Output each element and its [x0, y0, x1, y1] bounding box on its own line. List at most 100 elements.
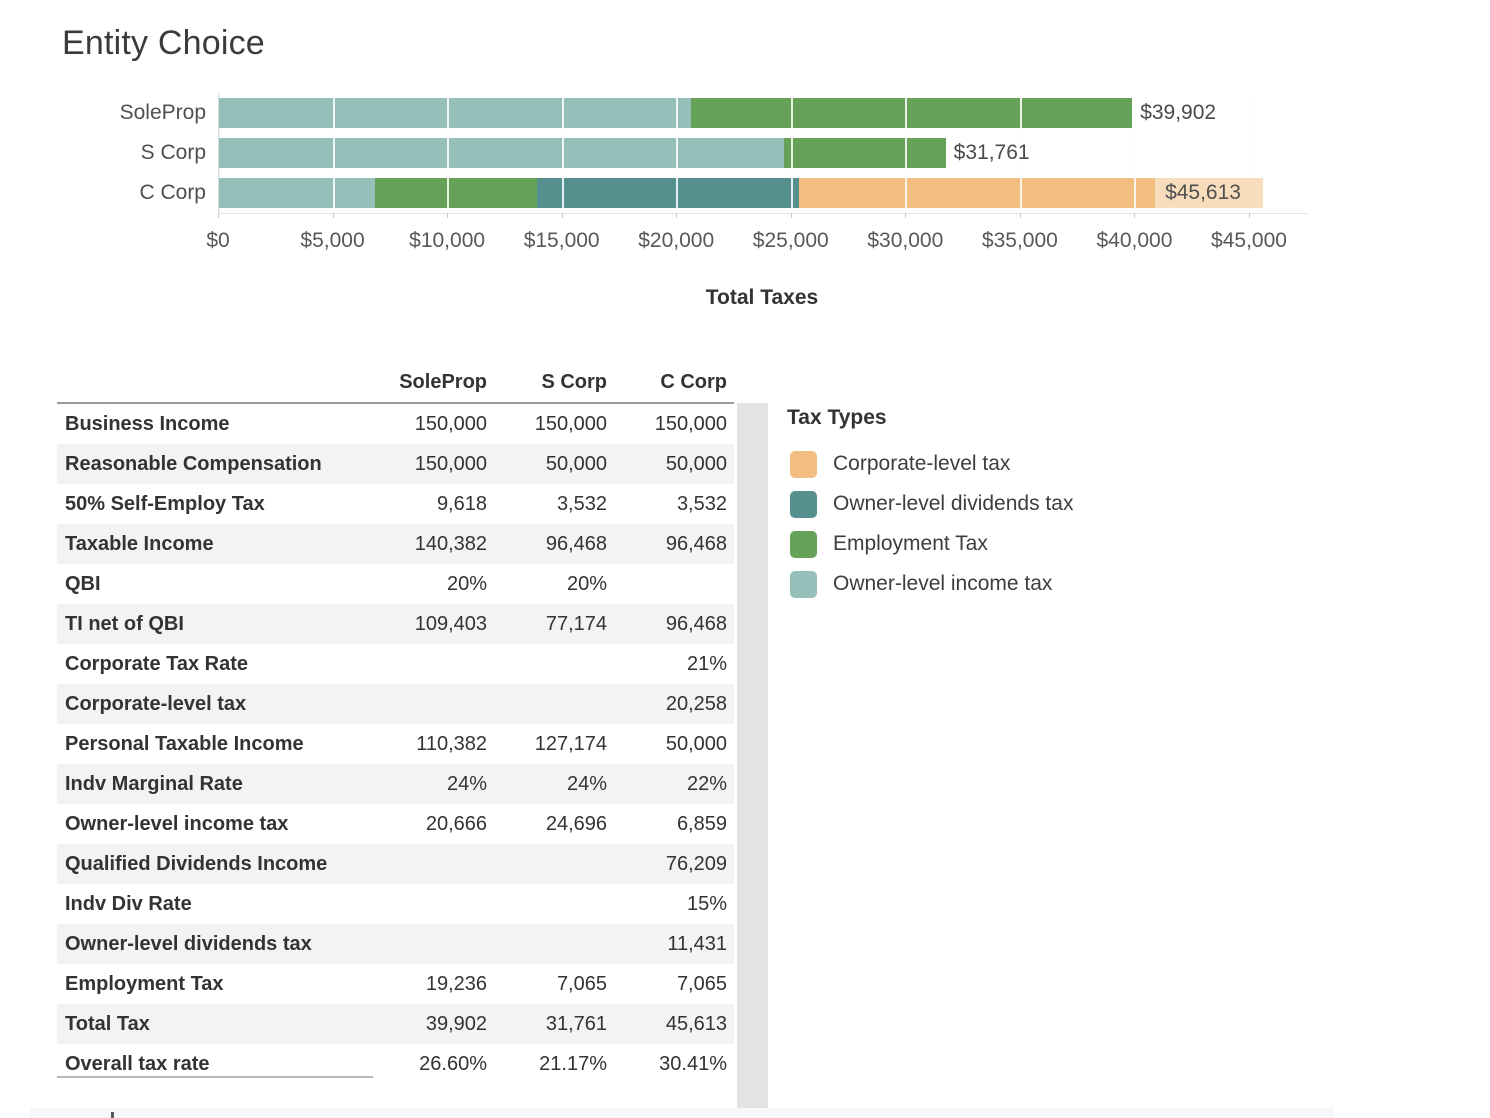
table-cell[interactable]: 20,258: [665, 693, 727, 715]
table-cell[interactable]: 19,236: [425, 973, 487, 995]
row-label[interactable]: TI net of QBI: [65, 613, 184, 635]
table-row-qualified-dividends-income: Qualified Dividends Income 76,209: [57, 844, 734, 884]
table-cell[interactable]: [487, 644, 607, 684]
table-cell[interactable]: 9,618: [436, 493, 487, 515]
table-cell[interactable]: 76,209: [665, 853, 727, 875]
row-label[interactable]: Indv Marginal Rate: [65, 773, 243, 795]
table-cell[interactable]: 26.60%: [419, 1053, 487, 1075]
table-cell[interactable]: 150,000: [414, 453, 487, 475]
gridline-overlay: [1134, 93, 1137, 213]
table-cell[interactable]: 24,696: [545, 813, 607, 835]
table-column-header-c-corp[interactable]: C Corp: [660, 371, 727, 393]
table-cell[interactable]: 15%: [686, 893, 727, 915]
row-label[interactable]: Overall tax rate: [65, 1053, 210, 1075]
axis-tick-mark: [218, 213, 219, 218]
table-cell[interactable]: 20%: [446, 573, 487, 595]
table-cell[interactable]: 6,859: [676, 813, 727, 835]
row-label[interactable]: Reasonable Compensation: [65, 453, 322, 475]
table-cell[interactable]: 50,000: [545, 453, 607, 475]
table-vertical-scrollbar[interactable]: [737, 403, 768, 1118]
table-cell[interactable]: 127,174: [534, 733, 607, 755]
table-cell[interactable]: 21.17%: [539, 1053, 607, 1075]
table-cell[interactable]: 7,065: [556, 973, 607, 995]
row-label[interactable]: QBI: [65, 573, 101, 595]
row-label[interactable]: Corporate Tax Rate: [65, 653, 249, 675]
bar-s-corp: [218, 138, 1308, 168]
chart-title: Entity Choice: [62, 24, 265, 62]
table-cell[interactable]: 3,532: [676, 493, 727, 515]
row-label[interactable]: Business Income: [65, 413, 230, 435]
axis-tick-mark: [447, 213, 449, 218]
row-label[interactable]: Qualified Dividends Income: [65, 853, 328, 875]
table-cell[interactable]: [487, 884, 607, 924]
legend-item-owner-level-dividends-tax[interactable]: Owner-level dividends tax: [785, 484, 1185, 524]
table-cell[interactable]: 20,666: [425, 813, 487, 835]
table-cell[interactable]: 110,382: [416, 733, 487, 755]
legend-label: Owner-level income tax: [833, 572, 1053, 595]
table-cell[interactable]: 7,065: [676, 973, 727, 995]
row-label[interactable]: Indv Div Rate: [65, 893, 192, 915]
bar-segment-owner-level-income-tax-s-corp[interactable]: [218, 138, 784, 168]
table-cell[interactable]: [370, 844, 487, 884]
table-column-header-s-corp[interactable]: S Corp: [541, 371, 607, 393]
x-tick-label: $15,000: [523, 229, 600, 252]
legend-item-employment-tax[interactable]: Employment Tax: [785, 524, 1185, 564]
table-column-header-soleprop[interactable]: SoleProp: [399, 371, 487, 393]
table-cell[interactable]: 45,613: [665, 1013, 727, 1035]
legend-item-owner-level-income-tax[interactable]: Owner-level income tax: [785, 564, 1185, 604]
bar-segment-owner-level-income-tax-soleprop[interactable]: [218, 98, 692, 128]
legend-item-corporate-level-tax[interactable]: Corporate-level tax: [785, 444, 1185, 484]
table-cell[interactable]: 150,000: [414, 413, 487, 435]
table-cell[interactable]: [370, 684, 487, 724]
bar-total-label-soleprop: $39,902: [1140, 101, 1217, 124]
table-cell[interactable]: [607, 564, 734, 604]
axis-tick-mark: [1134, 213, 1136, 218]
gridline-overlay: [332, 93, 335, 213]
table-cell[interactable]: 3,532: [556, 493, 607, 515]
row-label[interactable]: Employment Tax: [65, 973, 224, 995]
table-cell[interactable]: [370, 644, 487, 684]
table-cell[interactable]: 96,468: [665, 533, 727, 555]
table-cell[interactable]: 50,000: [665, 733, 727, 755]
table-header-spacer: [57, 365, 370, 402]
bar-segment-employment-tax-s-corp[interactable]: [783, 138, 946, 168]
table-cell[interactable]: 39,902: [425, 1013, 487, 1035]
table-cell[interactable]: 77,174: [545, 613, 607, 635]
row-label[interactable]: Owner-level dividends tax: [65, 933, 312, 955]
table-cell[interactable]: [487, 844, 607, 884]
row-label[interactable]: Owner-level income tax: [65, 813, 289, 835]
table-cell[interactable]: 31,761: [545, 1013, 607, 1035]
legend-swatch: [790, 490, 817, 518]
row-label[interactable]: Total Tax: [65, 1013, 150, 1035]
bar-segment-owner-level-dividends-tax-c-corp[interactable]: [537, 178, 799, 208]
table-cell[interactable]: 150,000: [654, 413, 727, 435]
bar-segment-owner-level-income-tax-c-corp[interactable]: [218, 178, 376, 208]
table-row-business-income: Business Income 150,000 150,000 150,000: [57, 404, 734, 444]
table-cell[interactable]: [370, 924, 487, 964]
table-cell[interactable]: 30.41%: [659, 1053, 727, 1075]
bar-c-corp: [218, 178, 1308, 208]
row-label[interactable]: Personal Taxable Income: [65, 733, 304, 755]
row-label[interactable]: Taxable Income: [65, 533, 214, 555]
table-cell[interactable]: 109,403: [414, 613, 487, 635]
table-cell[interactable]: 20%: [566, 573, 607, 595]
table-cell[interactable]: 50,000: [665, 453, 727, 475]
table-cell[interactable]: 24%: [446, 773, 487, 795]
table-cell[interactable]: 96,468: [545, 533, 607, 555]
table-cell[interactable]: 150,000: [534, 413, 607, 435]
table-cell[interactable]: 96,468: [665, 613, 727, 635]
table-cell[interactable]: 140,382: [414, 533, 487, 555]
table-cell[interactable]: 21%: [686, 653, 727, 675]
table-cell[interactable]: 11,431: [667, 933, 727, 955]
table-cell[interactable]: 24%: [566, 773, 607, 795]
table-row-indv-div-rate: Indv Div Rate 15%: [57, 884, 734, 924]
table-cell[interactable]: [370, 884, 487, 924]
bar-segment-employment-tax-c-corp[interactable]: [375, 178, 537, 208]
table-row-employment-tax: Employment Tax 19,236 7,065 7,065: [57, 964, 734, 1004]
table-cell[interactable]: [487, 924, 607, 964]
table-cell[interactable]: [487, 684, 607, 724]
row-label[interactable]: 50% Self-Employ Tax: [65, 493, 265, 515]
row-label[interactable]: Corporate-level tax: [65, 693, 247, 715]
table-cell[interactable]: 22%: [686, 773, 727, 795]
bar-segment-employment-tax-soleprop[interactable]: [691, 98, 1133, 128]
